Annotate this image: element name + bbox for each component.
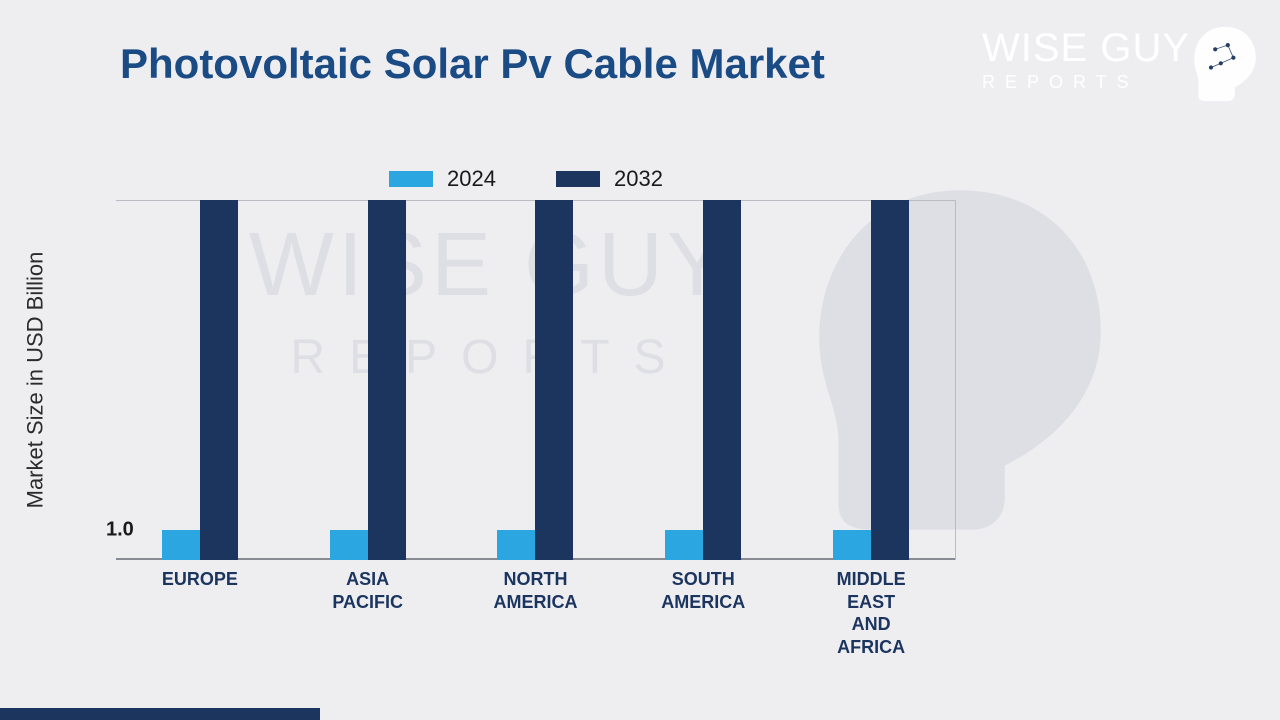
- category-label: EUROPE: [120, 568, 280, 591]
- bar: [330, 530, 368, 560]
- legend-item: 2032: [556, 166, 663, 192]
- bar: [665, 530, 703, 560]
- y-axis-label-container: Market Size in USD Billion: [20, 200, 50, 560]
- bar: [497, 530, 535, 560]
- legend-label: 2032: [614, 166, 663, 192]
- category-label: ASIAPACIFIC: [288, 568, 448, 613]
- bar-group: EUROPE: [135, 200, 265, 560]
- bar-group: ASIAPACIFIC: [303, 200, 433, 560]
- bar: [368, 200, 406, 560]
- legend-swatch: [389, 171, 433, 187]
- chart-title: Photovoltaic Solar Pv Cable Market: [120, 40, 825, 88]
- legend-item: 2024: [389, 166, 496, 192]
- bar: [200, 200, 238, 560]
- chart-area: EUROPE ASIAPACIFIC NORTHAMERICA SOUTHAMERIC…: [96, 200, 956, 560]
- y-tick-label: 1.0: [106, 519, 134, 542]
- category-label: SOUTHAMERICA: [623, 568, 783, 613]
- bar-group: SOUTHAMERICA: [638, 200, 768, 560]
- bar: [703, 200, 741, 560]
- plot-area: EUROPE ASIAPACIFIC NORTHAMERICA SOUTHAMERIC…: [116, 200, 956, 560]
- bar: [162, 530, 200, 560]
- brand-logo: WISE GUY REPORTS: [982, 28, 1252, 93]
- bar-group: MIDDLEEASTANDAFRICA: [806, 200, 936, 560]
- bar-groups: EUROPE ASIAPACIFIC NORTHAMERICA SOUTHAMERIC…: [116, 201, 955, 560]
- brand-head-icon: [1190, 24, 1260, 104]
- bar-group: NORTHAMERICA: [470, 200, 600, 560]
- chart-legend: 2024 2032: [96, 166, 956, 192]
- chart-canvas: WISE GUY REPORTS WISE GUY REPORTS Photov…: [0, 0, 1280, 720]
- category-label: MIDDLEEASTANDAFRICA: [791, 568, 951, 658]
- bar: [871, 200, 909, 560]
- bar: [535, 200, 573, 560]
- bar: [833, 530, 871, 560]
- bottom-strip: [0, 708, 320, 720]
- category-label: NORTHAMERICA: [455, 568, 615, 613]
- legend-swatch: [556, 171, 600, 187]
- legend-label: 2024: [447, 166, 496, 192]
- y-axis-label: Market Size in USD Billion: [22, 252, 48, 509]
